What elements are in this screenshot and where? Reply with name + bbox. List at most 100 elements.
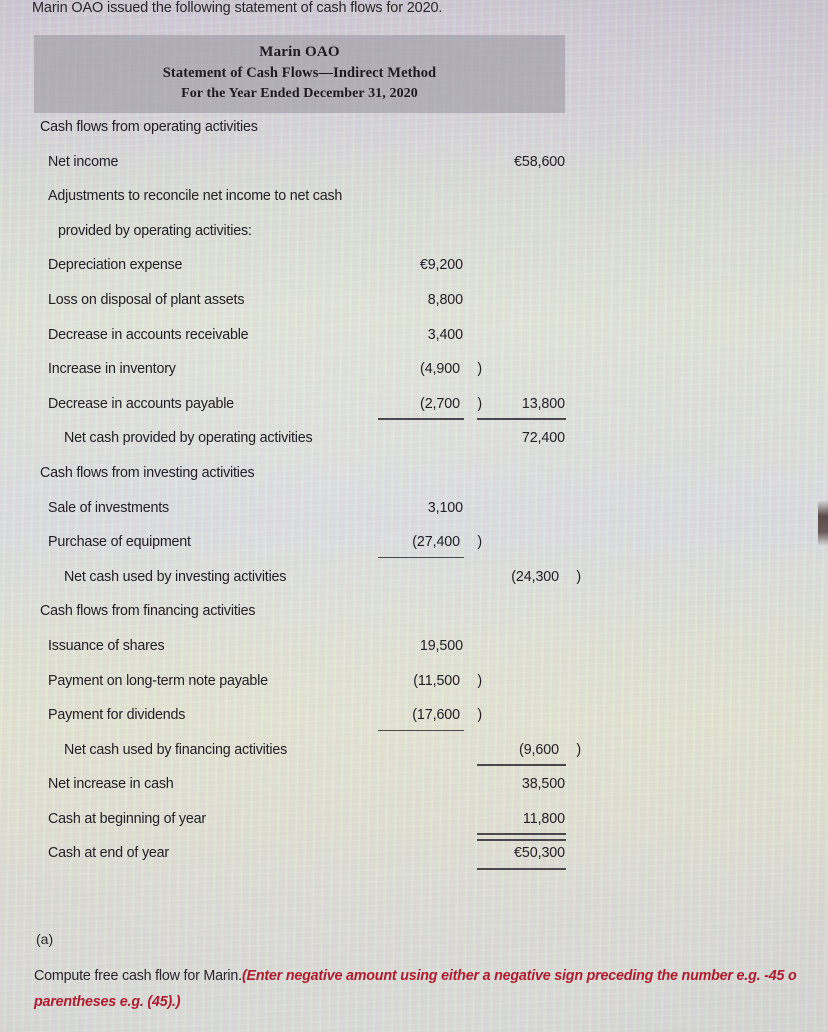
closing-paren: ) <box>477 672 482 689</box>
statement-amount-col2: €58,600 <box>514 153 565 170</box>
statement-row: Decrease in accounts receivable 3,400 <box>0 321 600 356</box>
column-rule <box>477 418 566 420</box>
statement-row-label: Net increase in cash <box>48 776 174 793</box>
statement-row-label: Cash at beginning of year <box>48 810 206 827</box>
statement-amount-col1: (11,500) <box>378 673 482 689</box>
statement-row: Cash flows from operating activities <box>0 113 600 148</box>
amount-value: (9,600 <box>519 741 559 758</box>
statement-row: Payment on long-term note payable (11,500… <box>0 667 600 702</box>
amount-value: (11,500 <box>413 672 460 689</box>
statement-amount-col2: (24,300) <box>477 569 581 585</box>
statement-row-label: provided by operating activities: <box>58 222 252 239</box>
column-rule-top <box>477 839 566 842</box>
statement-row-label: Depreciation expense <box>48 257 183 274</box>
statement-amount-col1: (2,700) <box>378 396 482 412</box>
statement-row-label: Issuance of shares <box>48 637 165 654</box>
amount-value: (2,700 <box>420 395 460 412</box>
statement-row-label: Purchase of equipment <box>48 534 191 551</box>
column-rule <box>378 556 464 559</box>
column-rule <box>378 418 464 420</box>
statement-title: Statement of Cash Flows—Indirect Method <box>162 65 437 81</box>
statement-row-label: Payment on long-term note payable <box>48 672 268 689</box>
statement-row-label: Net cash provided by operating activitie… <box>64 430 313 447</box>
statement-amount-col1: 3,400 <box>427 326 463 343</box>
statement-amount-col1: (4,900) <box>378 361 482 377</box>
statement-amount-col1: (27,400) <box>378 534 482 550</box>
column-rule <box>378 729 464 732</box>
statement-row-label: Net income <box>48 153 119 170</box>
statement-row: Cash flows from investing activities <box>0 459 600 494</box>
statement-row: Net income €58,600 <box>0 148 600 183</box>
statement-amount-col2: 72,400 <box>521 430 565 447</box>
statement-row-label: Sale of investments <box>48 499 169 516</box>
column-rule <box>477 764 566 766</box>
statement-amount-col1: 19,500 <box>419 637 463 654</box>
amount-value: (4,900 <box>420 361 460 378</box>
statement-row: Decrease in accounts payable (2,700) 13,80… <box>0 390 600 425</box>
closing-paren: ) <box>477 361 482 378</box>
statement-row-label: Net cash used by investing activities <box>64 568 287 585</box>
question-instruction-line1: (Enter negative amount using either a ne… <box>241 968 797 984</box>
statement-row: Purchase of equipment (27,400) <box>0 528 600 563</box>
statement-amount-col2: 11,800 <box>522 810 565 827</box>
statement-amount-col2: 38,500 <box>521 776 565 793</box>
question-text: Compute free cash flow for Marin. <box>34 968 242 984</box>
statement-row-label: Loss on disposal of plant assets <box>48 291 245 308</box>
statement-row-label: Cash at end of year <box>48 845 169 862</box>
statement-amount-col1: 8,800 <box>427 291 463 308</box>
statement-row: Issuance of shares 19,500 <box>0 632 600 667</box>
monitor-bezel-edge <box>818 500 828 546</box>
part-letter: (a) <box>36 931 54 947</box>
cash-flow-statement-rows: Cash flows from operating activities Net … <box>0 113 600 874</box>
statement-amount-col1: €9,200 <box>419 257 463 274</box>
closing-paren: ) <box>477 395 482 412</box>
statement-row-label: Net cash used by financing activities <box>64 741 288 758</box>
statement-row-label: Increase in inventory <box>48 361 176 378</box>
statement-row-label: Decrease in accounts payable <box>48 395 234 412</box>
statement-row-label: Cash flows from operating activities <box>40 119 258 135</box>
statement-title-band: Marin OAO Statement of Cash Flows—Indire… <box>34 35 565 113</box>
statement-row: Loss on disposal of plant assets 8,800 <box>0 286 600 321</box>
statement-amount-col2: 13,800 <box>521 395 565 412</box>
statement-company-name: Marin OAO <box>259 44 340 60</box>
statement-period: For the Year Ended December 31, 2020 <box>181 86 418 101</box>
statement-row: Payment for dividends (17,600) <box>0 701 600 736</box>
closing-paren: ) <box>576 741 581 758</box>
statement-row-label: Payment for dividends <box>48 707 186 724</box>
intro-text: Marin OAO issued the following statement… <box>32 0 443 16</box>
statement-amount-col1: 3,100 <box>427 499 463 516</box>
statement-row: Adjustments to reconcile net income to n… <box>0 182 600 217</box>
statement-row: Cash at end of year €50,300 <box>0 839 600 874</box>
statement-row-label: Cash flows from financing activities <box>40 603 256 620</box>
statement-row: Depreciation expense €9,200 <box>0 251 600 286</box>
amount-value: (24,300 <box>511 568 559 585</box>
statement-row: Cash at beginning of year 11,800 <box>0 805 600 840</box>
amount-value: (17,600 <box>412 707 460 724</box>
statement-row: Increase in inventory (4,900) <box>0 355 600 390</box>
amount-value: (27,400 <box>412 534 460 551</box>
statement-row: Net cash used by investing activities (24… <box>0 563 600 598</box>
statement-row: Net cash used by financing activities (9,… <box>0 736 600 771</box>
closing-paren: ) <box>477 707 482 724</box>
question-instruction-line2: parentheses e.g. (45).) <box>34 994 181 1010</box>
column-rule <box>477 868 566 870</box>
statement-row: Sale of investments 3,100 <box>0 494 600 529</box>
question-prompt: Compute free cash flow for Marin.(Enter … <box>34 963 828 1015</box>
statement-amount-col1: (17,600) <box>378 707 482 723</box>
closing-paren: ) <box>576 568 581 585</box>
statement-amount-col2: (9,600) <box>477 742 581 758</box>
statement-row: Net cash provided by operating activitie… <box>0 424 600 459</box>
statement-row-label: Adjustments to reconcile net income to n… <box>48 188 343 205</box>
statement-row: Cash flows from financing activities <box>0 597 600 632</box>
statement-row-label: Cash flows from investing activities <box>40 464 255 481</box>
statement-row: provided by operating activities: <box>0 217 600 252</box>
statement-row: Net increase in cash 38,500 <box>0 770 600 805</box>
column-rule <box>477 833 566 836</box>
statement-amount-col2: €50,300 <box>514 845 565 862</box>
statement-row-label: Decrease in accounts receivable <box>48 326 249 343</box>
closing-paren: ) <box>477 534 482 551</box>
